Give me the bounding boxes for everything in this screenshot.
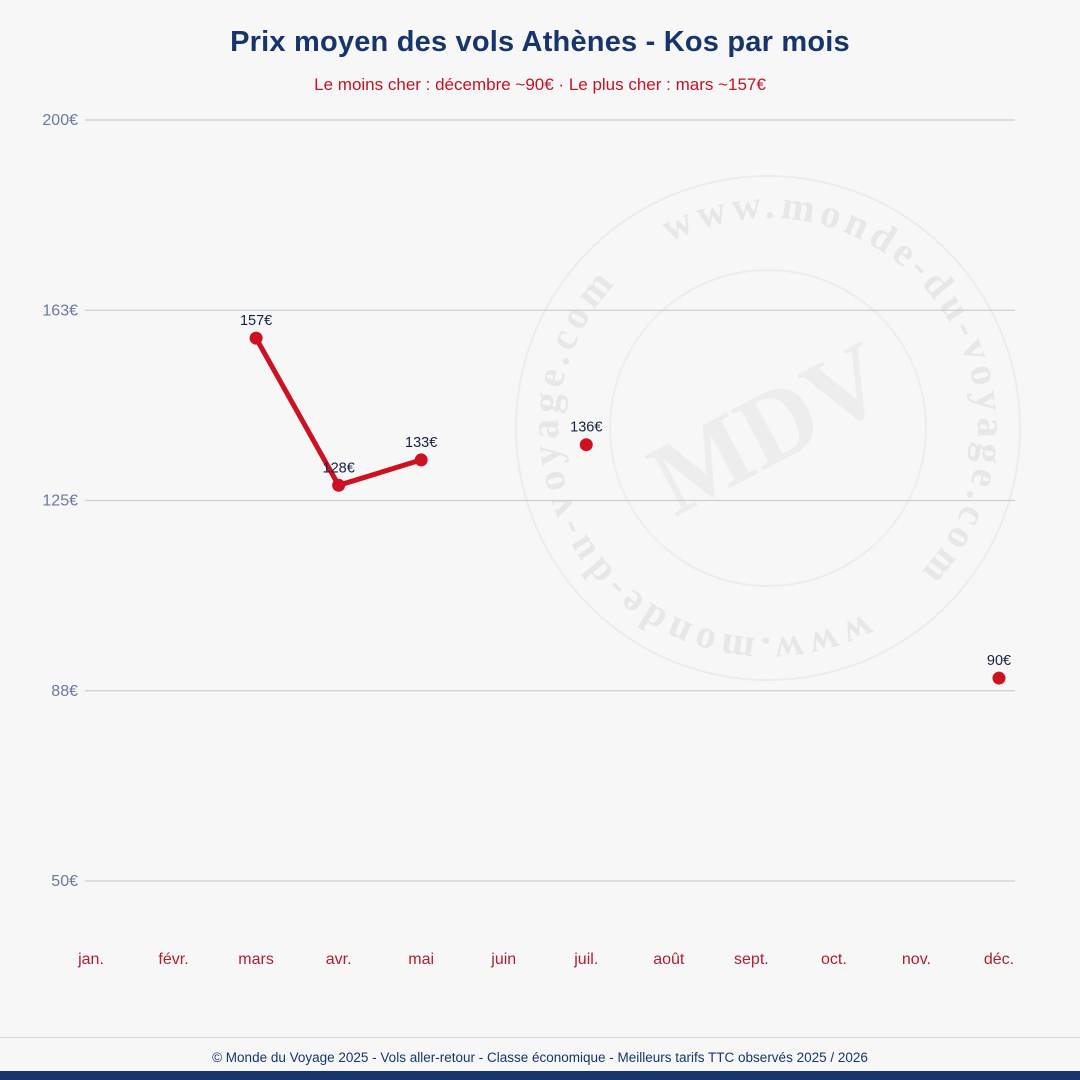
x-tick-label-mars[interactable]: mars	[238, 951, 274, 968]
x-tick-label-sept[interactable]: sept.	[734, 951, 769, 968]
x-tick-label-nov[interactable]: nov.	[902, 951, 931, 968]
data-point-label: 128€	[323, 460, 355, 476]
y-tick-label: 50€	[51, 873, 78, 890]
x-tick-label-fvr[interactable]: févr.	[158, 951, 188, 968]
x-tick-label-juin[interactable]: juin	[490, 951, 516, 968]
x-tick-label-oct[interactable]: oct.	[821, 951, 847, 968]
x-tick-label-aot[interactable]: août	[653, 951, 685, 968]
x-tick-label-dc[interactable]: déc.	[984, 951, 1014, 968]
footer-brand-bar	[0, 1071, 1080, 1080]
x-tick-label-jan[interactable]: jan.	[77, 951, 104, 968]
price-line	[256, 338, 999, 678]
price-chart: 200€ 163€ 125€ 88€ 50€ 157€ 128€ 133€ 136€ 90€ jan…	[42, 112, 1015, 968]
data-point-label: 136€	[570, 420, 602, 436]
y-tick-label: 163€	[42, 302, 78, 319]
page-title: Prix moyen des vols Athènes - Kos par mo…	[230, 26, 850, 58]
footer-divider	[0, 1037, 1080, 1038]
x-tick-label-mai[interactable]: mai	[408, 951, 434, 968]
y-tick-label: 88€	[51, 683, 78, 700]
data-point-label: 90€	[987, 653, 1011, 669]
data-point-mai[interactable]	[414, 453, 428, 467]
x-tick-label-avr[interactable]: avr.	[326, 951, 352, 968]
footer-copyright: © Monde du Voyage 2025 - Vols aller-reto…	[212, 1050, 868, 1065]
data-point-mars[interactable]	[249, 331, 263, 345]
x-tick-label-juil[interactable]: juil.	[573, 951, 598, 968]
y-tick-label: 125€	[42, 493, 78, 510]
y-tick-label: 200€	[42, 112, 78, 129]
data-point-déc.[interactable]	[992, 671, 1006, 685]
data-point-avr.[interactable]	[332, 478, 346, 492]
data-point-juil.[interactable]	[579, 438, 593, 452]
data-point-label: 133€	[405, 435, 437, 451]
page-subtitle: Le moins cher : décembre ~90€ · Le plus …	[314, 75, 766, 94]
data-point-label: 157€	[240, 313, 272, 329]
